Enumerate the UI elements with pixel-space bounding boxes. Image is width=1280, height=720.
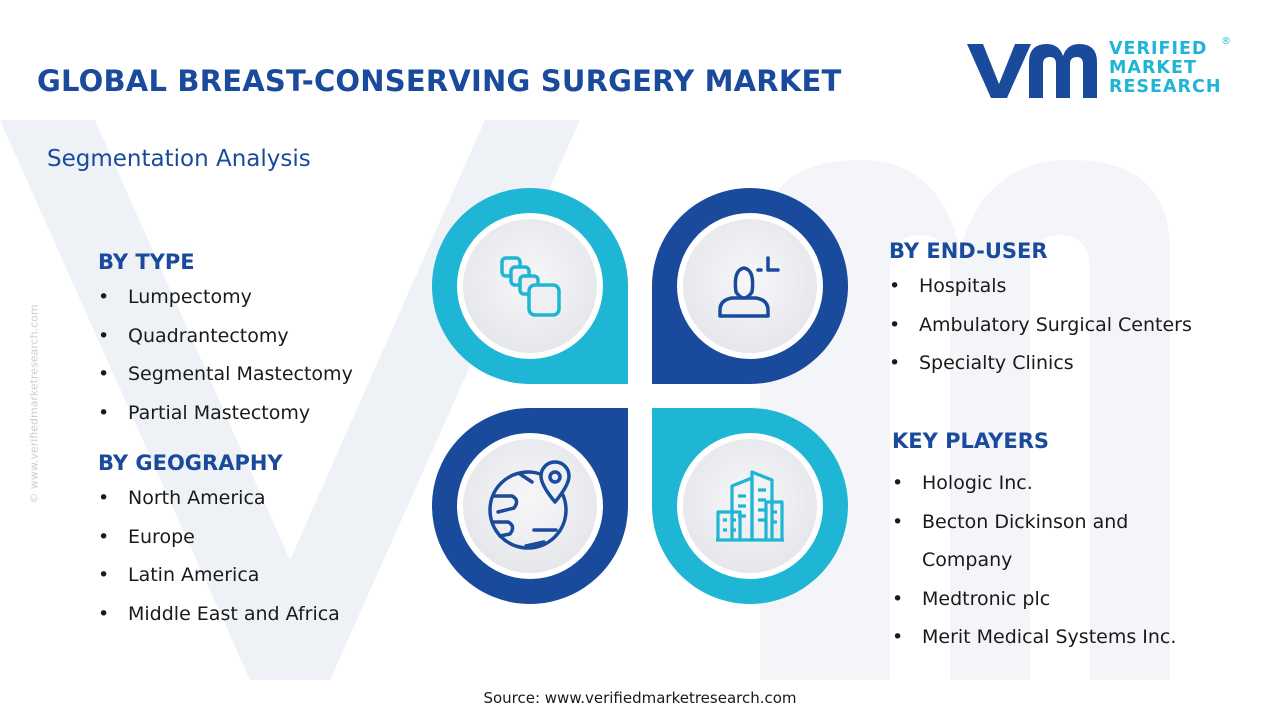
list-item: North America — [98, 486, 340, 525]
globe-pin-icon — [488, 460, 571, 550]
list-item: Hospitals — [889, 274, 1192, 313]
segment-list: Hologic Inc. Becton Dickinson and Compan… — [892, 464, 1212, 657]
segment-heading: BY GEOGRAPHY — [98, 451, 283, 475]
segment-list: North America Europe Latin America Middl… — [98, 486, 340, 640]
user-icon — [718, 256, 780, 318]
segment-by-geography: BY GEOGRAPHY North America Europe Latin … — [98, 451, 340, 640]
list-item: Latin America — [98, 563, 340, 602]
logo-line-2: MARKET — [1109, 58, 1197, 78]
list-item: Europe — [98, 525, 340, 564]
page-subtitle: Segmentation Analysis — [47, 146, 311, 172]
source-footer: Source: www.verifiedmarketresearch.com — [483, 689, 797, 707]
page-title: GLOBAL BREAST-CONSERVING SURGERY MARKET — [37, 64, 842, 98]
quadrant-type — [432, 188, 628, 384]
segment-list: Hospitals Ambulatory Surgical Centers Sp… — [889, 274, 1192, 390]
segment-by-end-user: BY END-USER Hospitals Ambulatory Surgica… — [889, 239, 1192, 390]
logo-line-3: RESEARCH — [1109, 77, 1222, 97]
segment-list: Lumpectomy Quadrantectomy Segmental Mast… — [98, 285, 353, 439]
list-item: Segmental Mastectomy — [98, 362, 353, 401]
logo-mark-icon — [967, 44, 1097, 98]
segment-heading: KEY PLAYERS — [892, 429, 1049, 453]
registered-mark: ® — [1221, 36, 1231, 47]
segment-by-type: BY TYPE Lumpectomy Quadrantectomy Segmen… — [98, 250, 353, 439]
logo-wordmark: VERIFIED MARKET RESEARCH — [1109, 40, 1222, 97]
segment-heading: BY END-USER — [889, 239, 1048, 263]
list-item: Partial Mastectomy — [98, 401, 353, 440]
list-item: Medtronic plc — [892, 580, 1212, 619]
list-item: Merit Medical Systems Inc. — [892, 618, 1212, 657]
segment-heading: BY TYPE — [98, 250, 195, 274]
list-item: Middle East and Africa — [98, 602, 340, 641]
quadrant-geography — [432, 408, 628, 604]
list-item: Lumpectomy — [98, 285, 353, 324]
list-item: Becton Dickinson and Company — [892, 503, 1212, 580]
quadrant-key-players — [652, 408, 848, 604]
brand-logo: VERIFIED MARKET RESEARCH ® — [965, 36, 1231, 102]
stacked-layers-icon — [500, 256, 561, 317]
list-item: Ambulatory Surgical Centers — [889, 313, 1192, 352]
logo-line-1: VERIFIED — [1109, 39, 1208, 59]
quadrant-end-user — [652, 188, 848, 384]
segment-key-players: KEY PLAYERS Hologic Inc. Becton Dickinso… — [892, 429, 1212, 657]
buildings-icon — [716, 470, 784, 542]
list-item: Quadrantectomy — [98, 324, 353, 363]
list-item: Hologic Inc. — [892, 464, 1212, 503]
list-item: Specialty Clinics — [889, 351, 1192, 390]
